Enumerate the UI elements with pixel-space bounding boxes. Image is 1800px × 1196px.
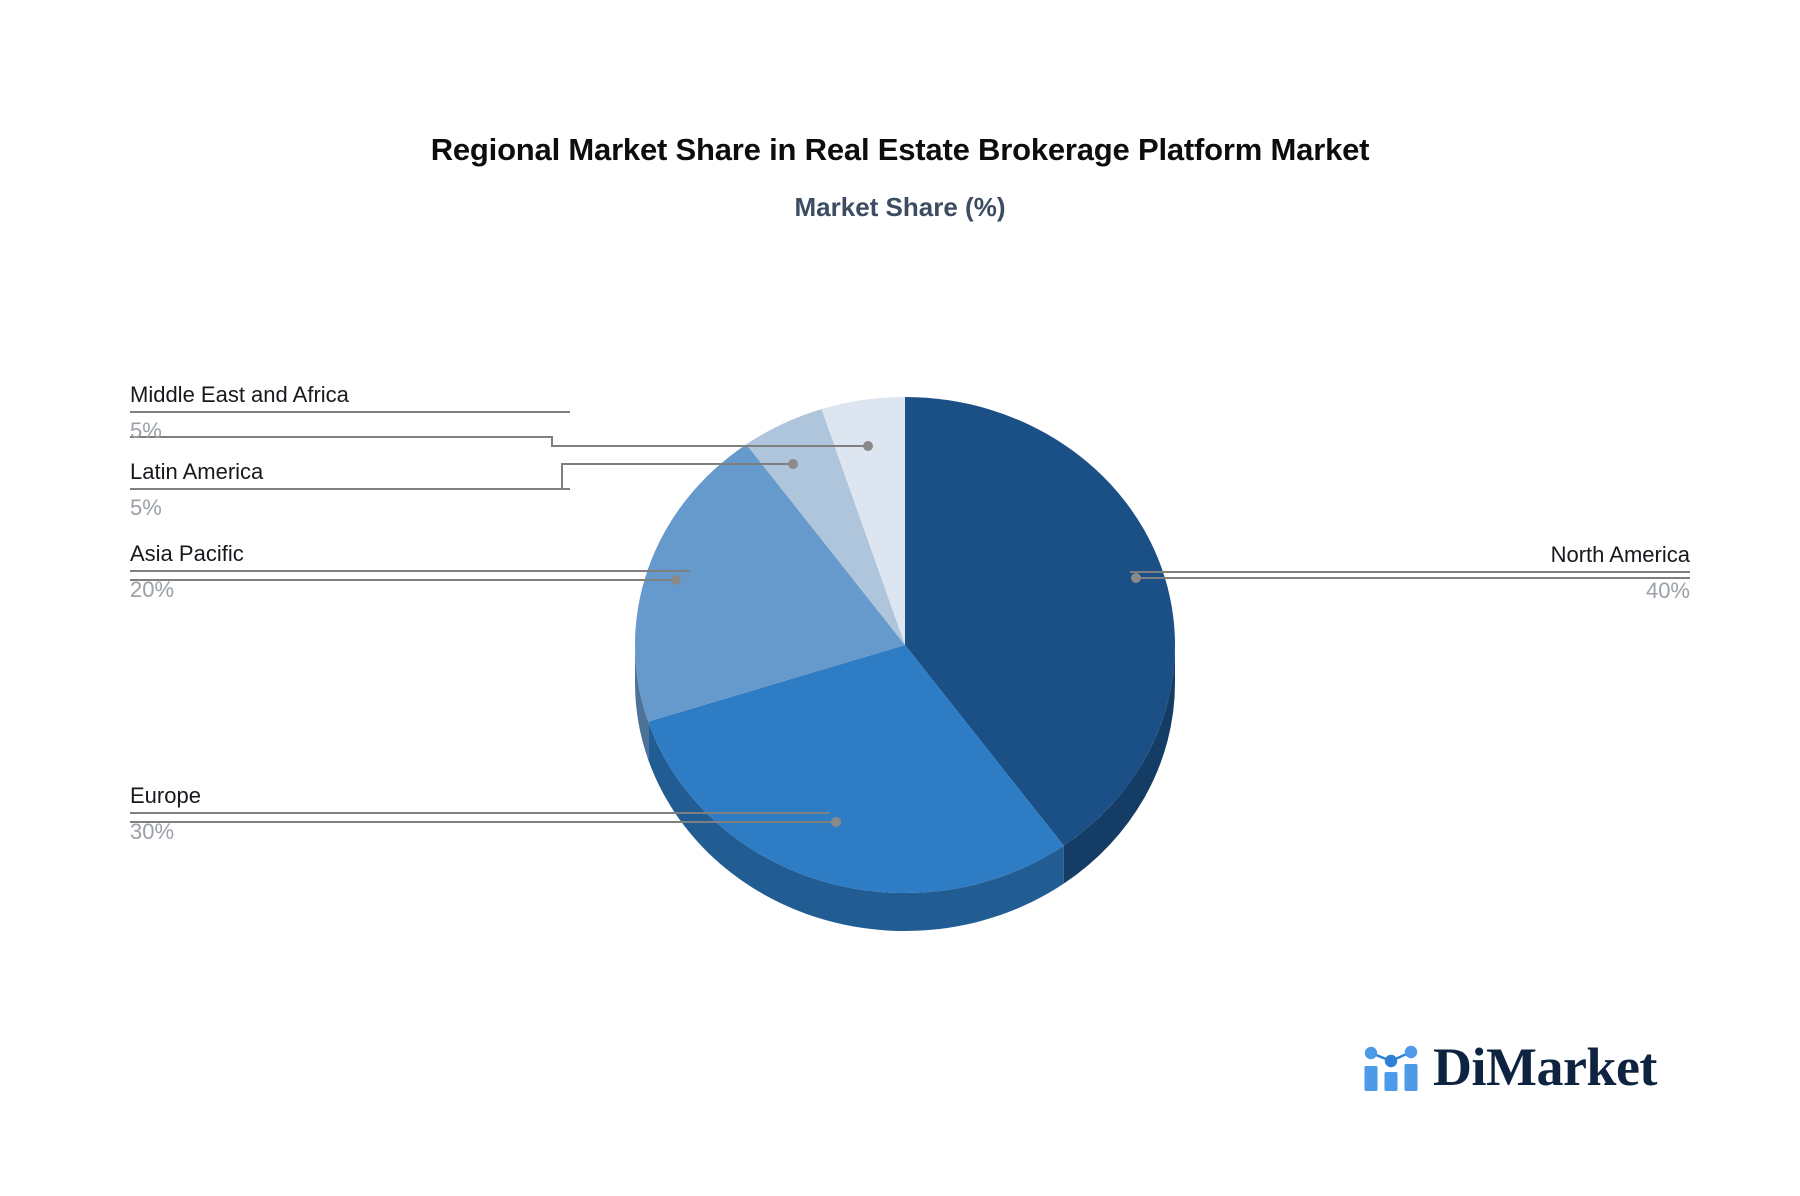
callout-value: 5% bbox=[130, 418, 162, 444]
pie-slice-middle-east-and-africa[interactable] bbox=[821, 397, 905, 645]
callout-label: Europe bbox=[130, 783, 201, 808]
leader-north-america-dot bbox=[1131, 573, 1141, 583]
callout-label: Latin America bbox=[130, 459, 264, 484]
brand-logo: DiMarket bbox=[1362, 1040, 1657, 1094]
leader-middle-east-and-africa-dot bbox=[863, 441, 873, 451]
brand-wordmark: DiMarket bbox=[1433, 1037, 1657, 1097]
pie-depth-layer bbox=[635, 645, 1175, 932]
pie-slice-north-america[interactable] bbox=[905, 397, 1176, 846]
callout-asia-pacific: Asia Pacific 20% bbox=[130, 542, 690, 601]
callout-north-america: North America 40% bbox=[1130, 543, 1690, 602]
leader-latin-america-dot bbox=[788, 459, 798, 469]
leader-europe-dot bbox=[831, 817, 841, 827]
callout-rule bbox=[130, 812, 830, 815]
pie-slice-europe[interactable] bbox=[648, 645, 1064, 894]
chart-subtitle: Market Share (%) bbox=[794, 192, 1006, 222]
callout-rule bbox=[130, 411, 570, 414]
leader-middle-east-and-africa bbox=[130, 436, 868, 447]
callout-middle-east-and-africa: Middle East and Africa 5% bbox=[130, 383, 570, 442]
callout-label: North America bbox=[1550, 542, 1690, 567]
callout-value: 40% bbox=[1645, 578, 1690, 604]
leader-lines bbox=[130, 436, 1690, 827]
callout-value: 20% bbox=[130, 577, 175, 603]
callout-label: Middle East and Africa bbox=[130, 382, 349, 407]
callout-rule bbox=[1130, 571, 1690, 574]
callout-rule bbox=[130, 488, 570, 491]
callout-rule bbox=[130, 570, 690, 573]
bar-chart-logo-icon bbox=[1364, 1045, 1418, 1091]
callout-europe: Europe 30% bbox=[130, 784, 830, 843]
pie-slice-asia-pacific[interactable] bbox=[635, 444, 905, 722]
pie-slice-depth bbox=[648, 721, 1064, 932]
pie-slice-depth bbox=[1063, 645, 1175, 884]
pie-slice-depth bbox=[635, 645, 649, 760]
callout-label: Asia Pacific bbox=[130, 541, 244, 566]
callout-latin-america: Latin America 5% bbox=[130, 460, 570, 519]
callout-value: 30% bbox=[130, 819, 175, 845]
callout-value: 5% bbox=[130, 495, 162, 521]
chart-title: Regional Market Share in Real Estate Bro… bbox=[430, 132, 1370, 167]
pie-top-layer bbox=[635, 397, 1176, 894]
pie-slice-latin-america[interactable] bbox=[746, 409, 905, 645]
leader-asia-pacific-dot bbox=[671, 575, 681, 585]
